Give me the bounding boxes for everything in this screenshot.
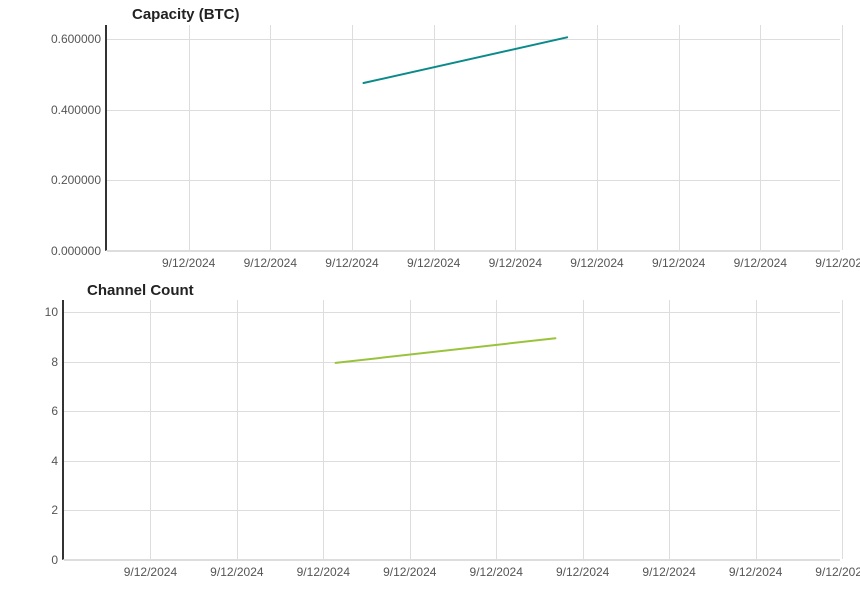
channel-count-line-channel-count <box>336 338 556 363</box>
channel-count-x-gridline <box>756 300 757 559</box>
channel-count-y-gridline <box>64 362 840 363</box>
channel-count-x-gridline <box>150 300 151 559</box>
capacity-plot-area: 9/12/20249/12/20249/12/20249/12/20249/12… <box>105 25 840 251</box>
channel-count-x-gridline <box>669 300 670 559</box>
capacity-y-gridline <box>107 251 840 252</box>
capacity-x-tick-label: 9/12/2024 <box>325 250 378 270</box>
channel-count-x-tick-label: 9/12/2024 <box>729 559 782 579</box>
capacity-y-gridline <box>107 110 840 111</box>
capacity-y-tick-label: 0.400000 <box>51 103 107 117</box>
channel-count-y-tick-label: 2 <box>51 503 64 517</box>
channel-count-x-gridline <box>237 300 238 559</box>
channel-count-x-tick-label: 9/12/2024 <box>556 559 609 579</box>
capacity-x-gridline <box>842 25 843 250</box>
channel-count-x-tick-label: 9/12/2024 <box>210 559 263 579</box>
channel-count-x-tick-label: 9/12/2024 <box>124 559 177 579</box>
channel-count-y-gridline <box>64 510 840 511</box>
capacity-x-gridline <box>434 25 435 250</box>
channel-count-x-tick-label: 9/12/2024 <box>297 559 350 579</box>
capacity-x-gridline <box>679 25 680 250</box>
channel-count-y-tick-label: 6 <box>51 404 64 418</box>
channel-count-series-svg <box>64 300 840 559</box>
channel-count-y-tick-label: 8 <box>51 355 64 369</box>
capacity-x-gridline <box>597 25 598 250</box>
channel-count-x-tick-label: 9/12/2024 <box>642 559 695 579</box>
capacity-y-tick-label: 0.000000 <box>51 244 107 258</box>
capacity-x-tick-label: 9/12/2024 <box>489 250 542 270</box>
channel-count-y-gridline <box>64 560 840 561</box>
channel-count-plot-area: 9/12/20249/12/20249/12/20249/12/20249/12… <box>62 300 840 560</box>
channel-count-y-tick-label: 10 <box>45 305 64 319</box>
capacity-x-tick-label: 9/12/2024 <box>244 250 297 270</box>
capacity-title: Capacity (BTC) <box>132 6 240 23</box>
capacity-y-tick-label: 0.200000 <box>51 173 107 187</box>
channel-count-x-gridline <box>323 300 324 559</box>
capacity-series-svg <box>107 25 840 250</box>
capacity-x-tick-label: 9/12/2024 <box>815 250 860 270</box>
capacity-y-gridline <box>107 180 840 181</box>
channel-count-y-tick-label: 0 <box>51 553 64 567</box>
capacity-x-gridline <box>352 25 353 250</box>
capacity-x-tick-label: 9/12/2024 <box>734 250 787 270</box>
channel-count-y-gridline <box>64 411 840 412</box>
channel-count-y-tick-label: 4 <box>51 454 64 468</box>
capacity-y-tick-label: 0.600000 <box>51 32 107 46</box>
channel-count-x-tick-label: 9/12/2024 <box>815 559 860 579</box>
channel-count-y-gridline <box>64 312 840 313</box>
channel-count-x-gridline <box>842 300 843 559</box>
capacity-y-gridline <box>107 39 840 40</box>
capacity-x-gridline <box>189 25 190 250</box>
capacity-x-gridline <box>760 25 761 250</box>
capacity-x-tick-label: 9/12/2024 <box>407 250 460 270</box>
channel-count-x-gridline <box>496 300 497 559</box>
channel-count-x-tick-label: 9/12/2024 <box>470 559 523 579</box>
channel-count-x-gridline <box>583 300 584 559</box>
channel-count-y-gridline <box>64 461 840 462</box>
capacity-x-gridline <box>270 25 271 250</box>
capacity-x-tick-label: 9/12/2024 <box>162 250 215 270</box>
channel-count-x-gridline <box>410 300 411 559</box>
capacity-x-gridline <box>515 25 516 250</box>
channel-count-title: Channel Count <box>87 282 194 299</box>
capacity-x-tick-label: 9/12/2024 <box>570 250 623 270</box>
capacity-x-tick-label: 9/12/2024 <box>652 250 705 270</box>
channel-count-x-tick-label: 9/12/2024 <box>383 559 436 579</box>
capacity-line-capacity-btc <box>364 37 568 83</box>
